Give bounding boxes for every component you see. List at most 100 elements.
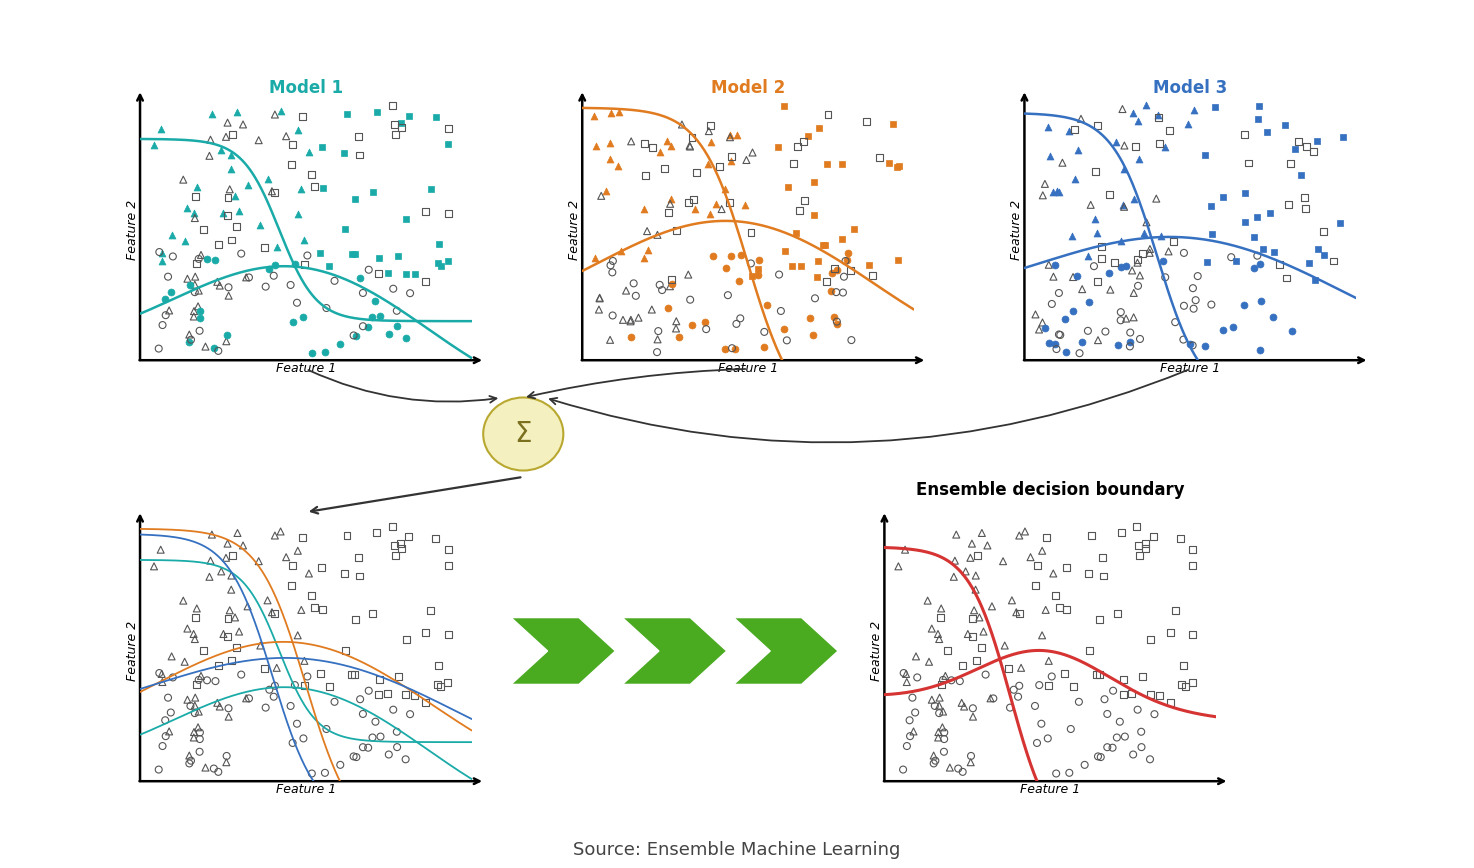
Point: [668, 331, 691, 345]
Point: [1172, 299, 1195, 312]
Point: [383, 538, 407, 552]
Point: [1122, 286, 1145, 299]
Point: [921, 757, 945, 771]
Point: [963, 603, 986, 617]
Point: [236, 179, 259, 193]
Point: [1044, 589, 1067, 602]
Point: [933, 726, 957, 740]
Point: [825, 263, 849, 277]
Point: [1234, 128, 1257, 141]
Point: [335, 108, 358, 122]
Point: [361, 310, 385, 324]
Point: [927, 691, 951, 705]
Point: [178, 699, 202, 713]
Point: [796, 129, 820, 143]
Point: [619, 330, 643, 344]
Point: [221, 549, 245, 562]
Point: [601, 254, 625, 268]
Point: [1126, 256, 1150, 270]
Point: [158, 304, 181, 318]
Point: [1057, 766, 1080, 779]
Point: [915, 594, 939, 608]
Polygon shape: [734, 618, 839, 684]
Point: [268, 103, 292, 117]
Point: [436, 675, 460, 689]
Point: [833, 270, 856, 284]
Point: [730, 248, 753, 262]
Point: [184, 610, 208, 624]
Ellipse shape: [483, 398, 563, 470]
Point: [389, 536, 413, 550]
X-axis label: Feature 1: Feature 1: [1020, 783, 1080, 796]
Point: [930, 720, 954, 734]
Point: [659, 279, 682, 293]
Point: [262, 258, 286, 272]
Point: [1135, 98, 1159, 112]
Point: [1052, 312, 1076, 326]
Point: [600, 106, 624, 120]
Point: [1287, 135, 1310, 148]
Point: [280, 578, 304, 592]
X-axis label: Feature 1: Feature 1: [1160, 362, 1220, 375]
Point: [961, 710, 985, 724]
Point: [1108, 714, 1132, 728]
Point: [1200, 298, 1223, 312]
Point: [301, 766, 324, 780]
Point: [180, 332, 203, 346]
Point: [1125, 519, 1148, 533]
Point: [1033, 177, 1057, 191]
Point: [1094, 325, 1117, 339]
Point: [348, 693, 371, 707]
Point: [682, 202, 706, 216]
Point: [886, 559, 909, 573]
Point: [1045, 184, 1069, 198]
Point: [314, 301, 338, 315]
Point: [895, 675, 918, 689]
Point: [1085, 667, 1108, 681]
Y-axis label: Feature 2: Feature 2: [125, 621, 139, 681]
Point: [414, 695, 438, 709]
Point: [1178, 337, 1201, 351]
Point: [632, 202, 656, 216]
Point: [713, 343, 737, 357]
Point: [927, 725, 951, 739]
Point: [259, 605, 283, 619]
Point: [1181, 675, 1204, 689]
Point: [1111, 672, 1135, 686]
Point: [600, 266, 624, 279]
Point: [340, 667, 364, 681]
Point: [659, 197, 682, 211]
Point: [226, 526, 249, 540]
Point: [147, 342, 171, 356]
Point: [1044, 258, 1067, 272]
Point: [429, 680, 453, 694]
Point: [227, 625, 251, 639]
Point: [952, 700, 976, 713]
Point: [949, 696, 973, 710]
Point: [680, 130, 703, 144]
Point: [282, 138, 305, 152]
Point: [774, 244, 797, 258]
Point: [1001, 594, 1024, 608]
Point: [1162, 234, 1185, 248]
Point: [426, 256, 450, 270]
Point: [385, 725, 408, 739]
Point: [186, 181, 209, 194]
Point: [175, 272, 199, 286]
Point: [314, 722, 338, 736]
Point: [217, 710, 240, 724]
Point: [206, 344, 230, 358]
Point: [361, 185, 385, 199]
Point: [1195, 255, 1219, 269]
Point: [195, 253, 218, 266]
Point: [945, 528, 968, 542]
Point: [721, 341, 744, 355]
Point: [1007, 690, 1030, 704]
Point: [1129, 725, 1153, 739]
Point: [1246, 210, 1269, 224]
Point: [1067, 695, 1091, 709]
Point: [1106, 731, 1129, 745]
Point: [218, 182, 242, 196]
Point: [802, 328, 825, 342]
Point: [786, 139, 809, 153]
